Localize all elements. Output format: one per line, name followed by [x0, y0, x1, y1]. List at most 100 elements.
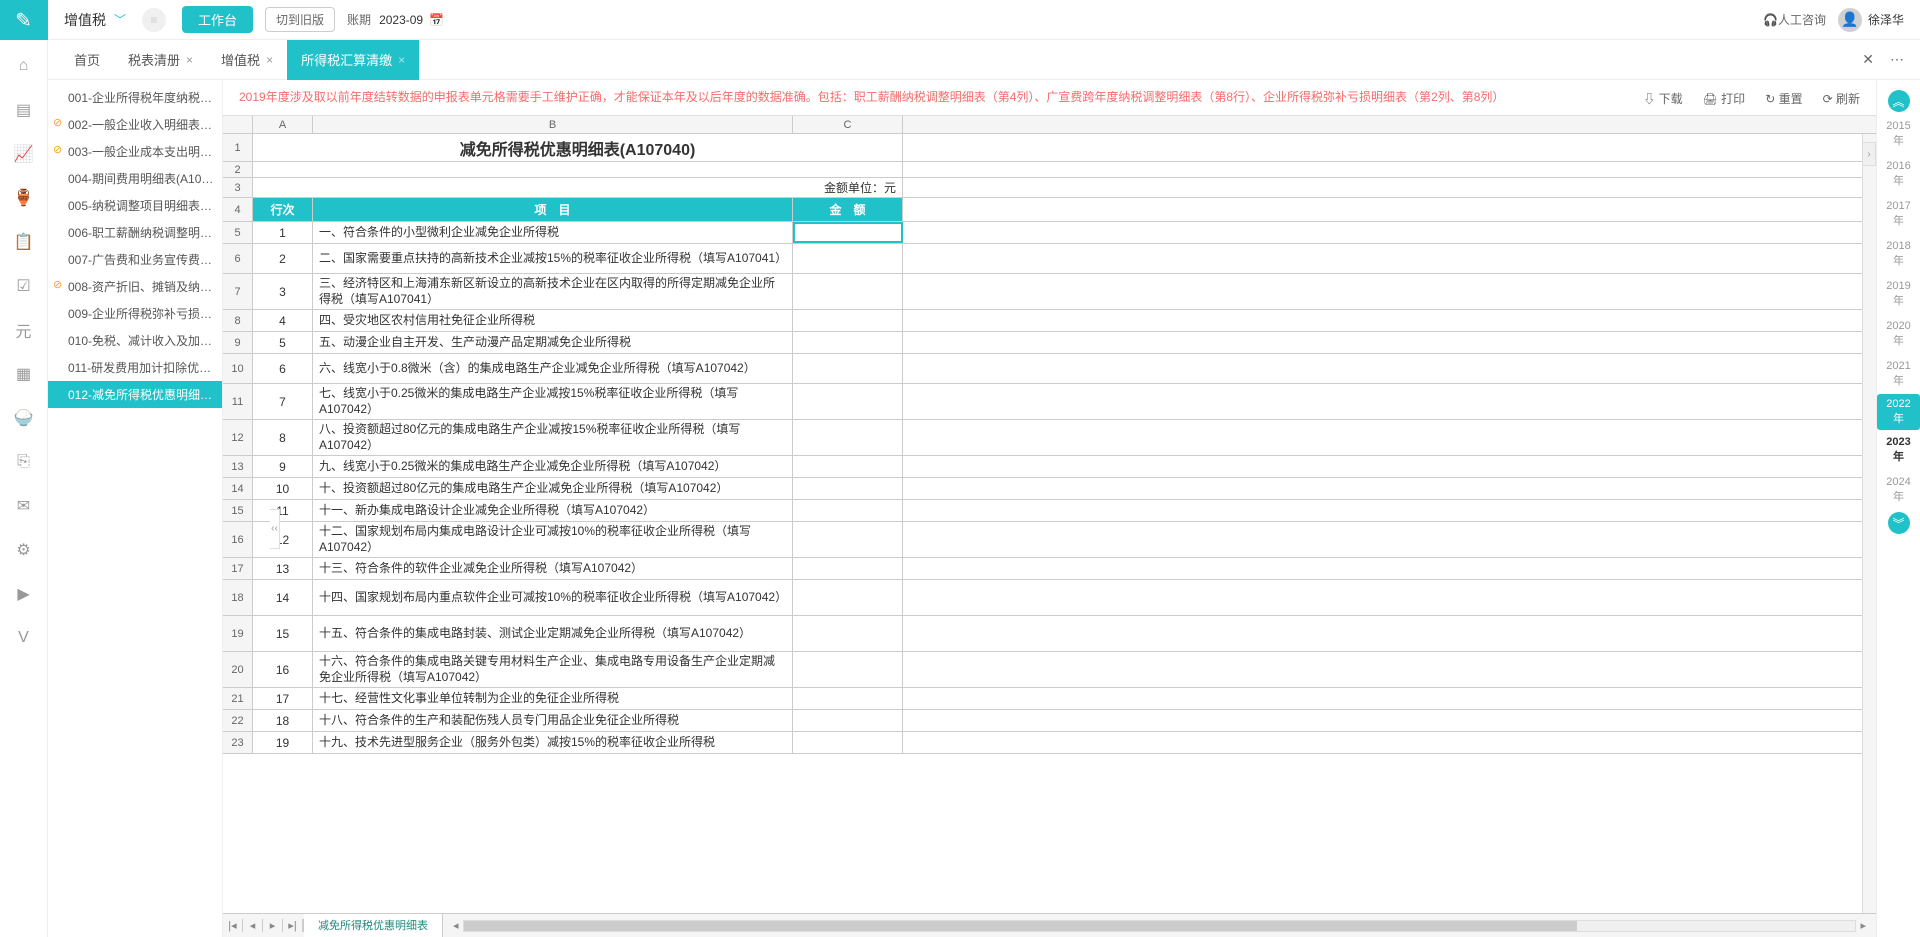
row-number[interactable]: 9 — [223, 332, 252, 354]
cell[interactable] — [793, 558, 903, 579]
nav-home-icon[interactable]: ⌂ — [6, 48, 42, 84]
form-list-item[interactable]: 009-企业所得税弥补亏损明… — [48, 300, 222, 327]
cell[interactable] — [793, 710, 903, 731]
cell[interactable]: 6 — [253, 354, 313, 383]
cell[interactable]: 金额单位：元 — [253, 178, 903, 197]
cell[interactable]: 18 — [253, 710, 313, 731]
year-item[interactable]: 2023年 — [1877, 430, 1920, 470]
form-list-item[interactable]: 004-期间费用明细表(A1040… — [48, 165, 222, 192]
collapse-right-handle[interactable]: › — [1862, 142, 1876, 166]
cell[interactable]: 项 目 — [313, 198, 793, 221]
download-button[interactable]: ⇩ 下载 — [1643, 90, 1682, 107]
year-scroll-down-icon[interactable]: ︾ — [1888, 512, 1910, 534]
cell[interactable] — [793, 652, 903, 687]
form-list-item[interactable]: 008-资产折旧、摊销及纳税… — [48, 273, 222, 300]
row-number[interactable]: 19 — [223, 616, 252, 652]
cell[interactable]: 十七、经营性文化事业单位转制为企业的免征企业所得税 — [313, 688, 793, 709]
cell[interactable]: 八、投资额超过80亿元的集成电路生产企业减按15%税率征收企业所得税（填写A10… — [313, 420, 793, 455]
cell[interactable]: 13 — [253, 558, 313, 579]
cell[interactable]: 12 — [253, 522, 313, 557]
cell[interactable] — [793, 616, 903, 651]
row-number[interactable]: 23 — [223, 732, 252, 754]
sheet-nav-first-icon[interactable]: |◂ — [223, 919, 243, 932]
column-header[interactable]: A — [253, 116, 313, 133]
tab-close-icon[interactable]: × — [186, 53, 193, 67]
nav-settings-icon[interactable]: ⚙ — [6, 532, 42, 568]
row-number[interactable]: 18 — [223, 580, 252, 616]
nav-doc-icon[interactable]: ▤ — [6, 92, 42, 128]
year-item[interactable]: 2024年 — [1877, 470, 1920, 510]
row-number[interactable]: 16 — [223, 522, 252, 558]
cell[interactable]: 4 — [253, 310, 313, 331]
cell[interactable]: 十五、符合条件的集成电路封装、测试企业定期减免企业所得税（填写A107042） — [313, 616, 793, 651]
column-header[interactable]: C — [793, 116, 903, 133]
column-header[interactable]: B — [313, 116, 793, 133]
cell[interactable] — [793, 332, 903, 353]
workspace-button[interactable]: 工作台 — [182, 6, 253, 33]
cell[interactable] — [793, 384, 903, 419]
cell[interactable]: 10 — [253, 478, 313, 499]
cell[interactable]: 七、线宽小于0.25微米的集成电路生产企业减按15%税率征收企业所得税（填写A1… — [313, 384, 793, 419]
tab-more-icon[interactable]: ⋯ — [1886, 51, 1908, 68]
row-number[interactable]: 4 — [223, 198, 252, 222]
form-list-item[interactable]: 005-纳税调整项目明细表(A… — [48, 192, 222, 219]
form-list-item[interactable]: 001-企业所得税年度纳税申… — [48, 84, 222, 111]
cell[interactable]: 十六、符合条件的集成电路关键专用材料生产企业、集成电路专用设备生产企业定期减免企… — [313, 652, 793, 687]
cell[interactable]: 三、经济特区和上海浦东新区新设立的高新技术企业在区内取得的所得定期减免企业所得税… — [313, 274, 793, 309]
cell[interactable] — [793, 274, 903, 309]
collapse-forms-handle[interactable]: ‹‹ — [270, 509, 280, 549]
cell[interactable]: 11 — [253, 500, 313, 521]
row-number[interactable]: 10 — [223, 354, 252, 384]
cell[interactable] — [793, 478, 903, 499]
cell[interactable]: 2 — [253, 244, 313, 273]
nav-chart-icon[interactable]: 📈 — [6, 136, 42, 172]
nav-jar-icon[interactable]: 🏺 — [6, 180, 42, 216]
horizontal-scrollbar[interactable]: ◂ ▸ — [443, 919, 1876, 932]
form-list-item[interactable]: 010-免税、减计收入及加计… — [48, 327, 222, 354]
cell[interactable]: 17 — [253, 688, 313, 709]
cell[interactable]: 五、动漫企业自主开发、生产动漫产品定期减免企业所得税 — [313, 332, 793, 353]
nav-check-icon[interactable]: ☑ — [6, 268, 42, 304]
sheet-nav-prev-icon[interactable]: ◂ — [243, 919, 263, 932]
cell[interactable] — [793, 456, 903, 477]
user-avatar-icon[interactable]: 👤 — [1838, 8, 1862, 32]
nav-mail-icon[interactable]: ✉ — [6, 488, 42, 524]
cell[interactable]: 行次 — [253, 198, 313, 221]
row-number[interactable]: 11 — [223, 384, 252, 420]
nav-video-icon[interactable]: ▶ — [6, 576, 42, 612]
row-number[interactable]: 2 — [223, 162, 252, 178]
calendar-icon[interactable]: 📅 — [429, 13, 444, 27]
row-number[interactable]: 14 — [223, 478, 252, 500]
cell[interactable]: 九、线宽小于0.25微米的集成电路生产企业减免企业所得税（填写A107042） — [313, 456, 793, 477]
cell[interactable]: 十九、技术先进型服务企业（服务外包类）减按15%的税率征收企业所得税 — [313, 732, 793, 753]
row-number[interactable]: 12 — [223, 420, 252, 456]
cell[interactable]: 六、线宽小于0.8微米（含）的集成电路生产企业减免企业所得税（填写A107042… — [313, 354, 793, 383]
cell[interactable]: 一、符合条件的小型微利企业减免企业所得税 — [313, 222, 793, 243]
cell[interactable]: 二、国家需要重点扶持的高新技术企业减按15%的税率征收企业所得税（填写A1070… — [313, 244, 793, 273]
category-dropdown-icon[interactable]: ﹀ — [114, 11, 126, 28]
cell[interactable] — [793, 500, 903, 521]
row-number[interactable]: 6 — [223, 244, 252, 274]
consult-button[interactable]: 🎧 人工咨询 — [1763, 11, 1826, 28]
row-number[interactable]: 20 — [223, 652, 252, 688]
tab-close-icon[interactable]: × — [398, 53, 405, 67]
reset-button[interactable]: ↻ 重置 — [1765, 90, 1802, 107]
row-number[interactable]: 13 — [223, 456, 252, 478]
cell[interactable] — [793, 420, 903, 455]
nav-clipboard-icon[interactable]: 📋 — [6, 224, 42, 260]
form-list-item[interactable]: 007-广告费和业务宣传费跨… — [48, 246, 222, 273]
cell[interactable]: 3 — [253, 274, 313, 309]
row-number[interactable]: 21 — [223, 688, 252, 710]
row-number[interactable]: 7 — [223, 274, 252, 310]
row-number[interactable]: 15 — [223, 500, 252, 522]
tab[interactable]: 税表清册× — [114, 40, 207, 80]
cell[interactable] — [793, 522, 903, 557]
switch-old-button[interactable]: 切到旧版 — [265, 7, 335, 32]
cell[interactable] — [793, 688, 903, 709]
cell[interactable]: 四、受灾地区农村信用社免征企业所得税 — [313, 310, 793, 331]
sheet-tab[interactable]: 减免所得税优惠明细表 — [304, 914, 443, 937]
nav-fund-icon[interactable]: 元 — [6, 312, 42, 348]
form-list-item[interactable]: 002-一般企业收入明细表(A… — [48, 111, 222, 138]
form-list-item[interactable]: 006-职工薪酬纳税调整明细… — [48, 219, 222, 246]
row-number[interactable]: 1 — [223, 134, 252, 162]
